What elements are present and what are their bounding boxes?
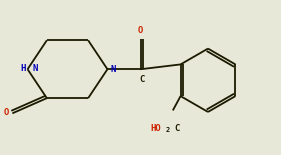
Text: N: N xyxy=(33,64,38,73)
Text: N: N xyxy=(111,65,116,74)
Text: H: H xyxy=(20,64,25,73)
Text: C: C xyxy=(175,124,180,133)
Text: C: C xyxy=(139,75,144,84)
Text: HO: HO xyxy=(150,124,161,133)
Text: 2: 2 xyxy=(166,127,170,133)
Text: O: O xyxy=(138,26,143,35)
Text: O: O xyxy=(3,108,9,117)
